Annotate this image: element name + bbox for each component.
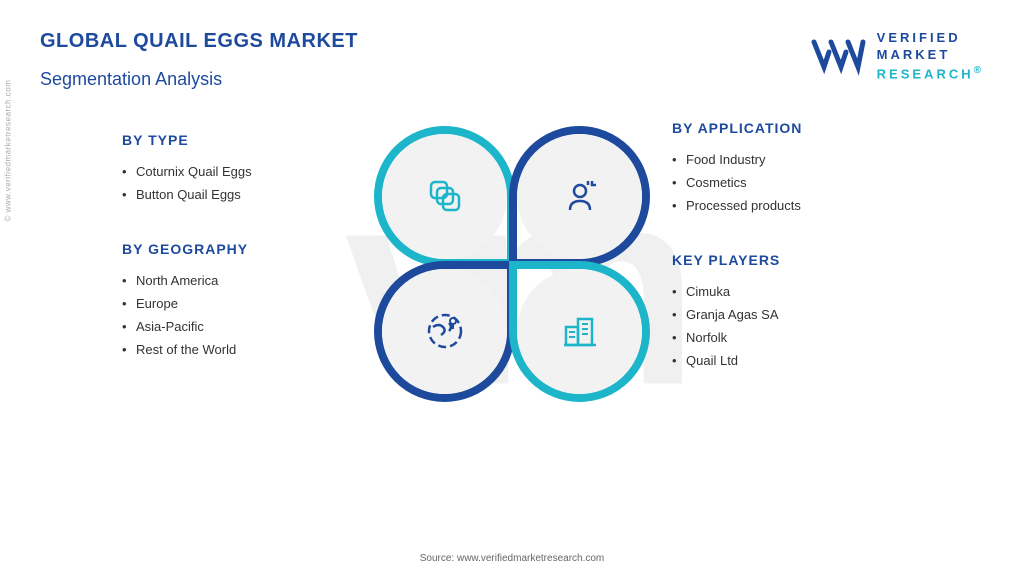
section-keyplayers: KEY PLAYERS Cimuka Granja Agas SA Norfol… [672,252,902,372]
list-application: Food Industry Cosmetics Processed produc… [672,148,902,217]
heading-type: BY TYPE [122,132,352,148]
layers-icon [425,176,465,216]
list-item: Rest of the World [122,338,352,361]
list-item: Asia-Pacific [122,315,352,338]
building-icon [558,309,602,353]
list-item: Norfolk [672,326,902,349]
list-keyplayers: Cimuka Granja Agas SA Norfolk Quail Ltd [672,280,902,372]
person-icon [560,176,600,216]
logo: VERIFIED MARKET RESEARCH® [809,30,984,83]
globe-icon [423,309,467,353]
list-type: Coturnix Quail Eggs Button Quail Eggs [122,160,352,206]
section-geography: BY GEOGRAPHY North America Europe Asia-P… [122,241,352,361]
header: GLOBAL QUAIL EGGS MARKET Segmentation An… [40,30,984,90]
list-item: North America [122,269,352,292]
heading-geography: BY GEOGRAPHY [122,241,352,257]
list-item: Cosmetics [672,171,902,194]
list-item: Button Quail Eggs [122,183,352,206]
list-item: Europe [122,292,352,315]
logo-line2: MARKET [877,47,984,64]
section-type: BY TYPE Coturnix Quail Eggs Button Quail… [122,132,352,206]
registered-icon: ® [974,65,984,76]
section-application: BY APPLICATION Food Industry Cosmetics P… [672,120,902,217]
logo-mark-icon [809,37,869,77]
list-item: Coturnix Quail Eggs [122,160,352,183]
heading-application: BY APPLICATION [672,120,902,136]
logo-line1: VERIFIED [877,30,984,47]
list-item: Granja Agas SA [672,303,902,326]
list-geography: North America Europe Asia-Pacific Rest o… [122,269,352,361]
page-subtitle: Segmentation Analysis [40,69,358,90]
list-item: Processed products [672,194,902,217]
list-item: Cimuka [672,280,902,303]
heading-keyplayers: KEY PLAYERS [672,252,902,268]
page-title: GLOBAL QUAIL EGGS MARKET [40,30,358,53]
center-graphic [382,134,642,394]
list-item: Quail Ltd [672,349,902,372]
list-item: Food Industry [672,148,902,171]
logo-line3: RESEARCH [877,66,974,81]
